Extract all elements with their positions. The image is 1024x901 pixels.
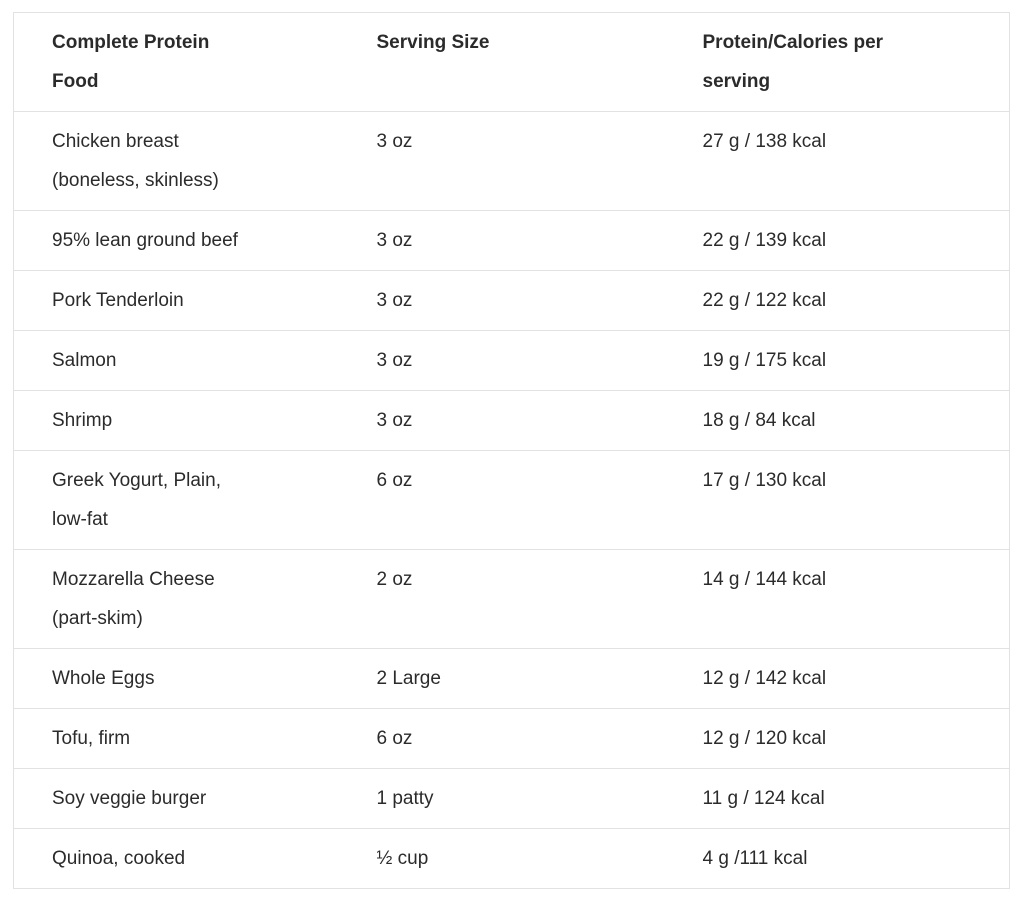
protein-table-container: Complete Protein Food Serving Size Prote… <box>13 12 1010 889</box>
cell-protein-calories: 11 g / 124 kcal <box>664 768 1010 829</box>
cell-serving-size: 6 oz <box>338 708 665 769</box>
table-row: Shrimp 3 oz 18 g / 84 kcal <box>13 390 1010 451</box>
table-row: Tofu, firm 6 oz 12 g / 120 kcal <box>13 708 1010 769</box>
table-row: Chicken breast (boneless, skinless) 3 oz… <box>13 111 1010 211</box>
cell-protein-calories: 18 g / 84 kcal <box>664 390 1010 451</box>
cell-serving-size: 3 oz <box>338 270 665 331</box>
table-row: Greek Yogurt, Plain, low-fat 6 oz 17 g /… <box>13 450 1010 550</box>
cell-serving-size: 3 oz <box>338 210 665 271</box>
cell-food: Quinoa, cooked <box>13 828 339 889</box>
cell-serving-size: 1 patty <box>338 768 665 829</box>
table-row: 95% lean ground beef 3 oz 22 g / 139 kca… <box>13 210 1010 271</box>
table-row: Whole Eggs 2 Large 12 g / 142 kcal <box>13 648 1010 709</box>
cell-protein-calories: 27 g / 138 kcal <box>664 111 1010 211</box>
cell-serving-size: 6 oz <box>338 450 665 550</box>
cell-serving-size: ½ cup <box>338 828 665 889</box>
cell-food: Salmon <box>13 330 339 391</box>
header-serving-size: Serving Size <box>338 12 665 112</box>
cell-protein-calories: 17 g / 130 kcal <box>664 450 1010 550</box>
cell-protein-calories: 22 g / 139 kcal <box>664 210 1010 271</box>
cell-serving-size: 3 oz <box>338 111 665 211</box>
cell-protein-calories: 12 g / 142 kcal <box>664 648 1010 709</box>
cell-serving-size: 2 oz <box>338 549 665 649</box>
table-row: Pork Tenderloin 3 oz 22 g / 122 kcal <box>13 270 1010 331</box>
cell-food: Mozzarella Cheese (part-skim) <box>13 549 339 649</box>
table-header-row: Complete Protein Food Serving Size Prote… <box>13 12 1010 112</box>
table-row: Mozzarella Cheese (part-skim) 2 oz 14 g … <box>13 549 1010 649</box>
header-food: Complete Protein Food <box>13 12 339 112</box>
cell-food: Greek Yogurt, Plain, low-fat <box>13 450 339 550</box>
cell-food: Soy veggie burger <box>13 768 339 829</box>
cell-protein-calories: 19 g / 175 kcal <box>664 330 1010 391</box>
cell-protein-calories: 4 g /111 kcal <box>664 828 1010 889</box>
cell-food: Tofu, firm <box>13 708 339 769</box>
cell-serving-size: 3 oz <box>338 390 665 451</box>
cell-serving-size: 3 oz <box>338 330 665 391</box>
table-row: Salmon 3 oz 19 g / 175 kcal <box>13 330 1010 391</box>
protein-table: Complete Protein Food Serving Size Prote… <box>13 12 1010 889</box>
cell-protein-calories: 12 g / 120 kcal <box>664 708 1010 769</box>
table-row: Soy veggie burger 1 patty 11 g / 124 kca… <box>13 768 1010 829</box>
cell-food: Shrimp <box>13 390 339 451</box>
header-protein-calories: Protein/Calories per serving <box>664 12 1010 112</box>
cell-protein-calories: 22 g / 122 kcal <box>664 270 1010 331</box>
table-row: Quinoa, cooked ½ cup 4 g /111 kcal <box>13 828 1010 889</box>
cell-serving-size: 2 Large <box>338 648 665 709</box>
cell-food: 95% lean ground beef <box>13 210 339 271</box>
cell-food: Chicken breast (boneless, skinless) <box>13 111 339 211</box>
cell-food: Pork Tenderloin <box>13 270 339 331</box>
cell-protein-calories: 14 g / 144 kcal <box>664 549 1010 649</box>
cell-food: Whole Eggs <box>13 648 339 709</box>
